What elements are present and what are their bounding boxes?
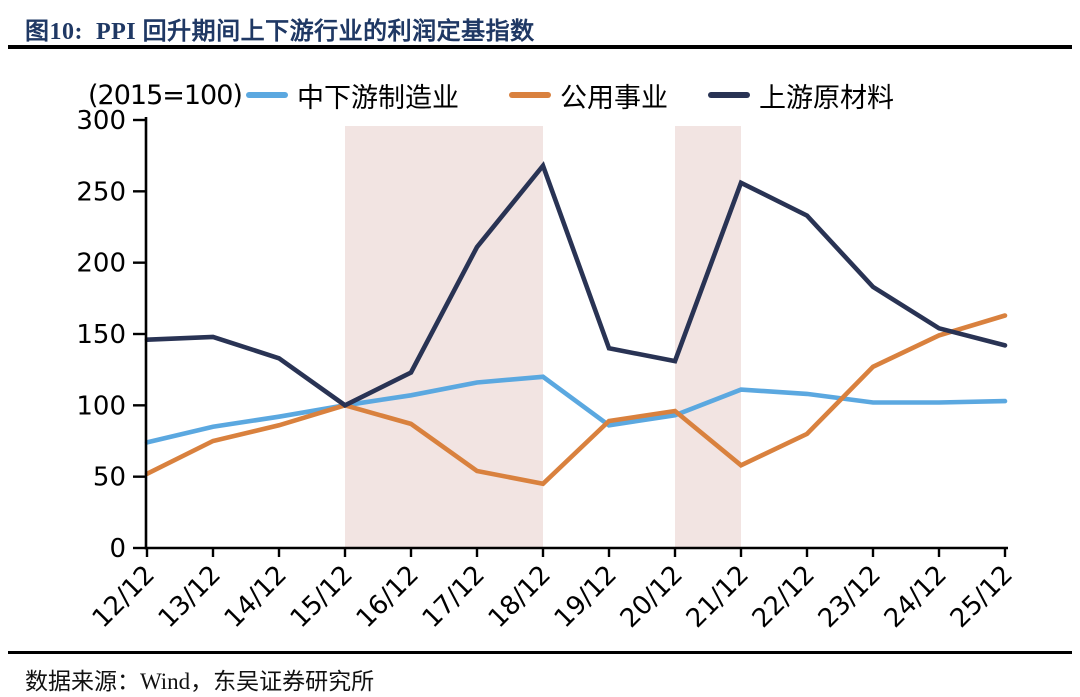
y-tick-label: 250 <box>76 177 126 207</box>
x-tick-label: 23/12 <box>813 560 887 634</box>
legend-item-upstream: 上游原材料 <box>707 76 894 115</box>
series-line-1 <box>144 313 1008 487</box>
y-tick-label: 100 <box>76 391 126 421</box>
ppi-recovery-band <box>345 126 543 547</box>
legend-line-swatch-orange <box>508 92 551 98</box>
x-tick-label: 24/12 <box>879 560 953 634</box>
x-tick-label: 15/12 <box>285 560 359 634</box>
y-tick-label: 150 <box>76 320 126 350</box>
x-tick-label: 16/12 <box>351 560 425 634</box>
series-line-0 <box>144 374 1008 445</box>
x-tick-label: 25/12 <box>945 560 1019 634</box>
x-axis-ticks: 12/1213/1214/1215/1216/1217/1218/1219/12… <box>87 548 1019 634</box>
legend-label: 公用事业 <box>559 82 668 114</box>
x-tick-label: 20/12 <box>615 560 689 634</box>
figure-title: 图10: PPI 回升期间上下游行业的利润定基指数 <box>25 19 535 45</box>
x-tick-label: 14/12 <box>219 560 293 634</box>
axis-unit-label: (2015=100) <box>88 79 243 111</box>
x-tick-label: 12/12 <box>87 560 161 634</box>
legend-line-swatch-blue <box>245 92 288 98</box>
y-tick-label: 0 <box>109 534 126 564</box>
series-lines <box>144 161 1008 487</box>
x-tick-label: 17/12 <box>417 560 491 634</box>
legend-line-swatch-navy <box>707 92 750 98</box>
x-tick-label: 21/12 <box>681 560 755 634</box>
y-tick-label: 300 <box>76 106 126 136</box>
y-tick-label: 200 <box>76 249 126 279</box>
x-tick-label: 13/12 <box>153 560 227 634</box>
data-source: 数据来源：Wind，东吴证券研究所 <box>25 669 375 694</box>
source-divider <box>8 651 1072 654</box>
y-tick-label: 50 <box>93 463 126 493</box>
legend-item-midstream: 中下游制造业 <box>245 76 459 115</box>
x-tick-label: 19/12 <box>549 560 623 634</box>
axes <box>144 117 1008 550</box>
x-tick-label: 22/12 <box>747 560 821 634</box>
legend-label: 上游原材料 <box>758 82 894 114</box>
x-tick-label: 18/12 <box>483 560 557 634</box>
chart-legend: (2015=100) 中下游制造业 公用事业 上游原材料 <box>88 79 894 114</box>
legend-label: 中下游制造业 <box>296 82 459 114</box>
series-line-2 <box>144 161 1008 408</box>
title-divider <box>8 45 1072 49</box>
y-axis-ticks: 0 50 100 150 200 250 300 <box>76 106 146 564</box>
legend-item-utilities: 公用事业 <box>508 76 668 115</box>
